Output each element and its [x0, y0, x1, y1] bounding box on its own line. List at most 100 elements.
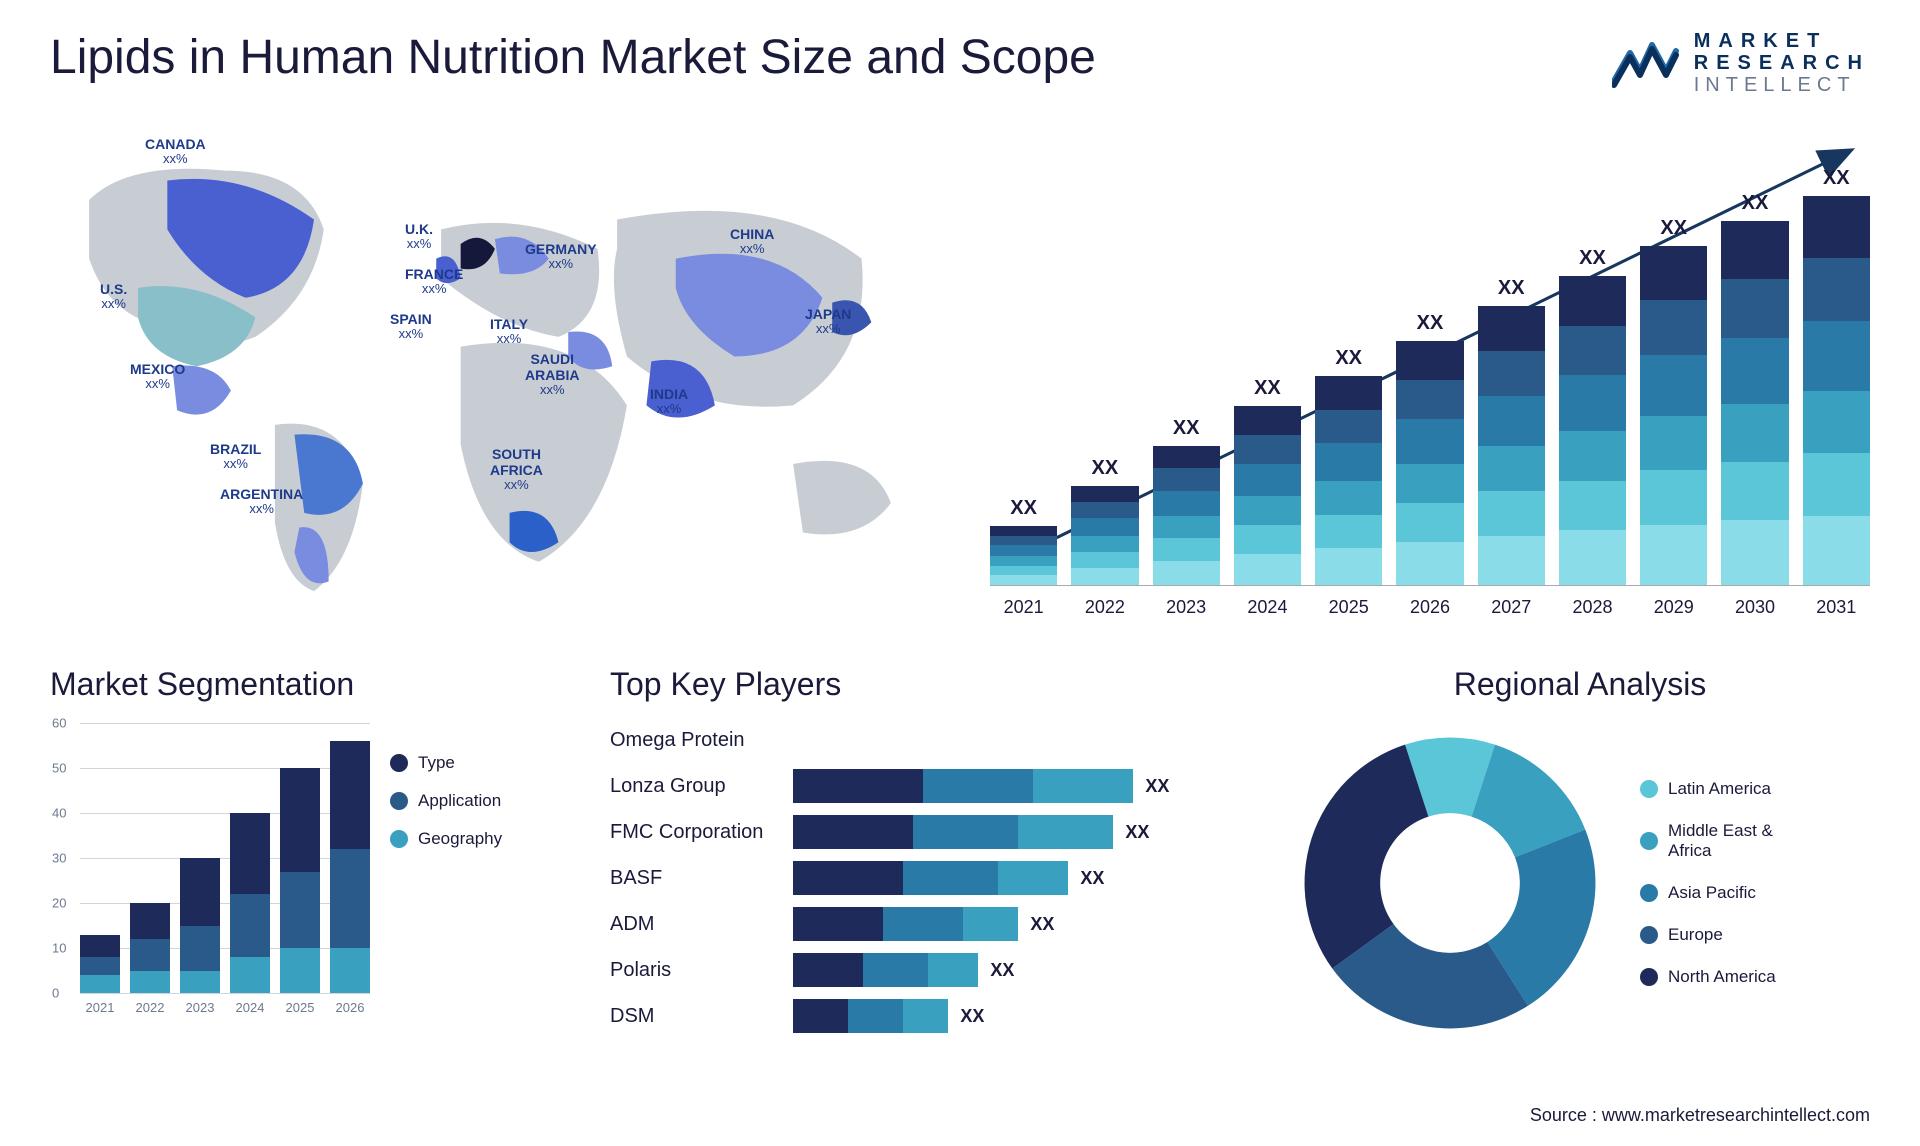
seg-ytick: 20	[52, 896, 66, 911]
seg-bar-segment	[330, 741, 370, 849]
bar-segment	[1803, 321, 1870, 391]
bar-segment	[1803, 196, 1870, 258]
legend-label: Geography	[418, 829, 502, 849]
bar-segment	[1396, 464, 1463, 503]
map-label-brazil: BRAZILxx%	[210, 441, 261, 472]
bar-segment	[1234, 525, 1301, 554]
logo-line1: MARKET	[1694, 30, 1870, 52]
map-label-u-k-: U.K.xx%	[405, 221, 433, 252]
seg-bar-segment	[80, 975, 120, 993]
map-label-france: FRANCExx%	[405, 266, 463, 297]
bar-value-label: XX	[1417, 312, 1444, 335]
main-bar-2021: XX2021	[990, 497, 1057, 586]
key-players-panel: Top Key Players Omega ProteinLonza Group…	[610, 666, 1250, 1066]
player-value-label: XX	[1125, 822, 1149, 843]
bar-segment	[1721, 338, 1788, 404]
bar-segment	[1315, 515, 1382, 549]
seg-bar-segment	[130, 971, 170, 994]
player-bar-row: XX	[793, 999, 1250, 1033]
bar-segment	[1071, 552, 1138, 568]
bar-segment	[1396, 419, 1463, 463]
player-bar-segment	[1018, 815, 1113, 849]
bar-value-label: XX	[1173, 417, 1200, 440]
bar-segment	[1478, 491, 1545, 536]
player-value-label: XX	[990, 960, 1014, 981]
bar-segment	[1721, 221, 1788, 279]
player-bar-segment	[1033, 769, 1133, 803]
brand-logo: MARKET RESEARCH INTELLECT	[1612, 30, 1870, 96]
bar-segment	[1153, 491, 1220, 516]
bar-year-label: 2031	[1803, 597, 1870, 618]
player-bar-segment	[923, 769, 1033, 803]
seg-year-label: 2022	[130, 1000, 170, 1015]
regional-legend-item: North America	[1640, 967, 1776, 987]
bar-segment	[1153, 446, 1220, 468]
seg-legend-item: Geography	[390, 829, 502, 849]
bar-year-label: 2025	[1315, 597, 1382, 618]
map-label-japan: JAPANxx%	[805, 306, 851, 337]
segmentation-title: Market Segmentation	[50, 666, 570, 703]
logo-icon	[1612, 37, 1682, 89]
bar-segment	[1315, 548, 1382, 586]
player-bar-row	[793, 723, 1250, 757]
regional-title: Regional Analysis	[1290, 666, 1870, 703]
bar-segment	[1478, 351, 1545, 396]
legend-label: Type	[418, 753, 455, 773]
bar-year-label: 2021	[990, 597, 1057, 618]
map-label-canada: CANADAxx%	[145, 136, 206, 167]
bar-segment	[1640, 525, 1707, 586]
player-name: ADM	[610, 907, 763, 941]
bar-segment	[1396, 503, 1463, 542]
seg-bar-segment	[280, 768, 320, 872]
bar-segment	[1640, 416, 1707, 470]
seg-legend-item: Application	[390, 791, 502, 811]
bar-segment	[990, 545, 1057, 556]
seg-bar-segment	[130, 939, 170, 971]
bar-segment	[1071, 536, 1138, 552]
legend-swatch	[1640, 884, 1658, 902]
bar-segment	[1315, 410, 1382, 444]
bar-segment	[1153, 538, 1220, 560]
segmentation-panel: Market Segmentation 0102030405060 202120…	[50, 666, 570, 1066]
seg-bar-2026: 2026	[330, 741, 370, 993]
player-name: Omega Protein	[610, 723, 763, 757]
seg-bar-segment	[230, 813, 270, 894]
bar-segment	[1396, 542, 1463, 586]
bar-segment	[1478, 446, 1545, 491]
bar-segment	[1559, 326, 1626, 376]
bar-segment	[1721, 404, 1788, 462]
bar-segment	[1234, 554, 1301, 586]
bar-segment	[1153, 468, 1220, 490]
legend-swatch	[1640, 968, 1658, 986]
bar-segment	[1640, 355, 1707, 416]
seg-bar-segment	[180, 971, 220, 994]
bar-segment	[1234, 435, 1301, 464]
bar-segment	[990, 526, 1057, 536]
bar-segment	[1071, 568, 1138, 586]
main-bar-2024: XX2024	[1234, 377, 1301, 586]
player-bar-segment	[928, 953, 978, 987]
legend-label: Europe	[1668, 925, 1723, 945]
seg-bar-segment	[230, 894, 270, 957]
bar-segment	[1396, 341, 1463, 380]
main-bar-2025: XX2025	[1315, 347, 1382, 586]
seg-year-label: 2021	[80, 1000, 120, 1015]
bar-year-label: 2024	[1234, 597, 1301, 618]
bar-value-label: XX	[1335, 347, 1362, 370]
legend-swatch	[390, 792, 408, 810]
bar-segment	[1071, 518, 1138, 536]
player-name: Polaris	[610, 953, 763, 987]
legend-label: Asia Pacific	[1668, 883, 1756, 903]
bar-segment	[1071, 486, 1138, 502]
player-bar-segment	[963, 907, 1018, 941]
legend-swatch	[390, 754, 408, 772]
map-label-spain: SPAINxx%	[390, 311, 432, 342]
seg-ytick: 60	[52, 716, 66, 731]
bar-segment	[1559, 530, 1626, 586]
bar-year-label: 2028	[1559, 597, 1626, 618]
player-bar-segment	[793, 815, 913, 849]
main-bar-2023: XX2023	[1153, 417, 1220, 586]
bar-value-label: XX	[1254, 377, 1281, 400]
map-label-china: CHINAxx%	[730, 226, 774, 257]
player-name: Lonza Group	[610, 769, 763, 803]
